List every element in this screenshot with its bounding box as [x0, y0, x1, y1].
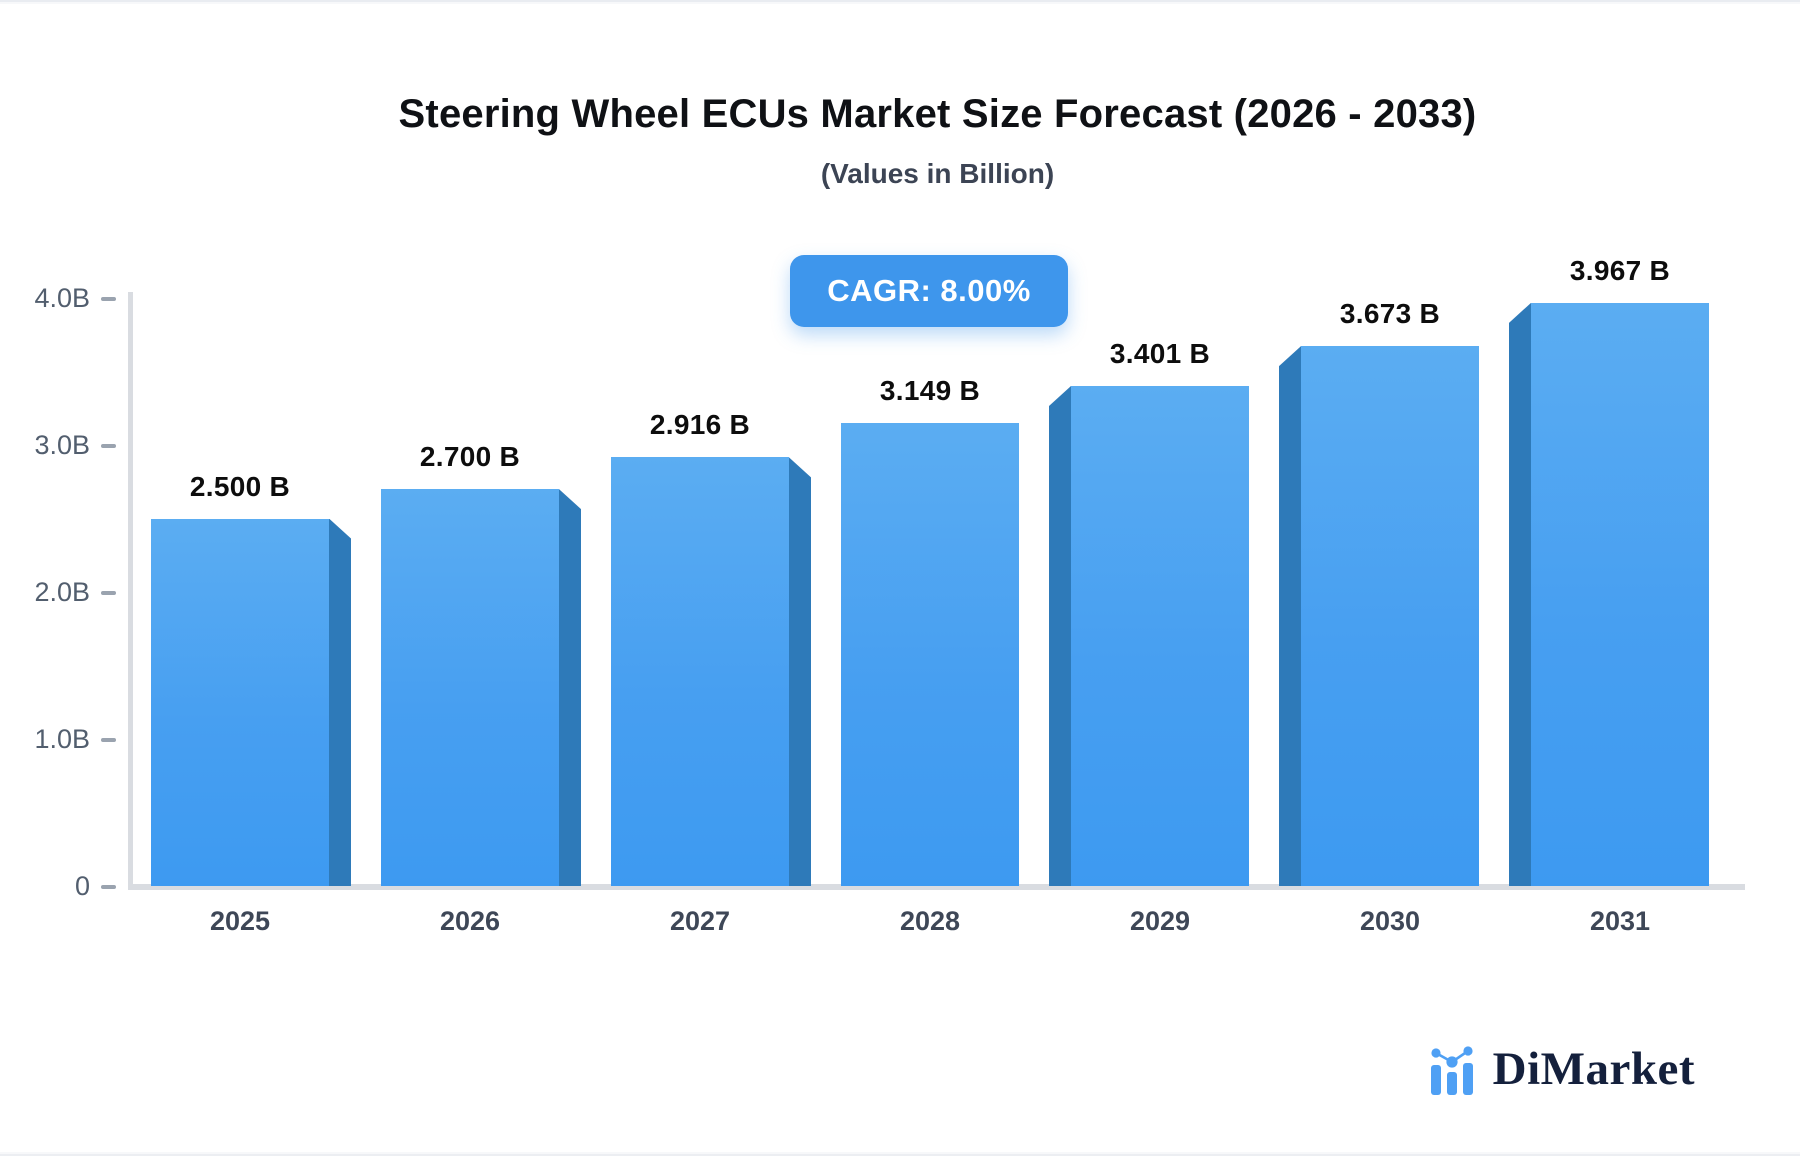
bar-2030: [1301, 346, 1479, 886]
y-axis-tick-dash: [101, 885, 116, 889]
bar-2025: [151, 518, 329, 886]
cagr-badge-label: CAGR: 8.00%: [827, 273, 1031, 308]
y-axis-tick-dash: [101, 738, 116, 742]
bar-side-shadow: [1509, 302, 1531, 886]
bar-side-shadow: [559, 489, 581, 886]
bar-2029: [1071, 386, 1249, 886]
x-axis-year-label: 2030: [1359, 906, 1421, 936]
bar-2031: [1531, 302, 1709, 886]
bar-side-shadow: [789, 457, 811, 886]
bar-side-shadow: [1049, 386, 1071, 886]
logo-bar-chart-icon: [1427, 1041, 1479, 1097]
y-axis-tick-dash: [101, 444, 116, 448]
bar-value-label: 3.967 B: [1569, 254, 1671, 286]
x-axis-line: [128, 884, 1745, 890]
y-axis-tick-label: 2.0B: [34, 577, 90, 607]
x-axis-year-label: 2028: [899, 906, 961, 936]
x-axis-year-label: 2026: [439, 906, 501, 936]
bar-2028: [841, 423, 1019, 886]
bar-side-shadow: [1279, 346, 1301, 886]
bar-side-shadow: [329, 518, 351, 886]
chart-title: Steering Wheel ECUs Market Size Forecast…: [398, 92, 1477, 136]
dimarket-logo: DiMarket: [1427, 1038, 1695, 1100]
bar-value-label: 2.500 B: [189, 470, 291, 502]
y-axis-tick-label: 1.0B: [34, 724, 90, 754]
top-edge-strip: [0, 0, 1800, 4]
y-axis-tick-dash: [101, 591, 116, 595]
cagr-badge: CAGR: 8.00%: [790, 255, 1068, 327]
x-axis-year-label: 2025: [209, 906, 271, 936]
bar-value-label: 3.401 B: [1109, 338, 1211, 370]
y-axis-tick-label: 0: [74, 871, 90, 901]
bar-value-label: 2.700 B: [419, 441, 521, 473]
x-axis-year-label: 2031: [1589, 906, 1651, 936]
bar-2027: [611, 457, 789, 886]
y-axis-line: [128, 292, 133, 888]
chart-subtitle: (Values in Billion): [820, 158, 1055, 189]
x-axis-year-label: 2029: [1129, 906, 1191, 936]
bar-value-label: 3.673 B: [1339, 298, 1441, 330]
bar-value-label: 3.149 B: [879, 375, 981, 407]
bar-2026: [381, 489, 559, 886]
bar-value-label: 2.916 B: [649, 409, 751, 441]
logo-text: DiMarket: [1492, 1043, 1695, 1095]
y-axis-tick-label: 3.0B: [34, 430, 90, 460]
bottom-edge-strip: [0, 1152, 1800, 1156]
y-axis-tick-dash: [101, 297, 116, 301]
x-axis-year-label: 2027: [669, 906, 731, 936]
y-axis-tick-label: 4.0B: [34, 283, 90, 313]
